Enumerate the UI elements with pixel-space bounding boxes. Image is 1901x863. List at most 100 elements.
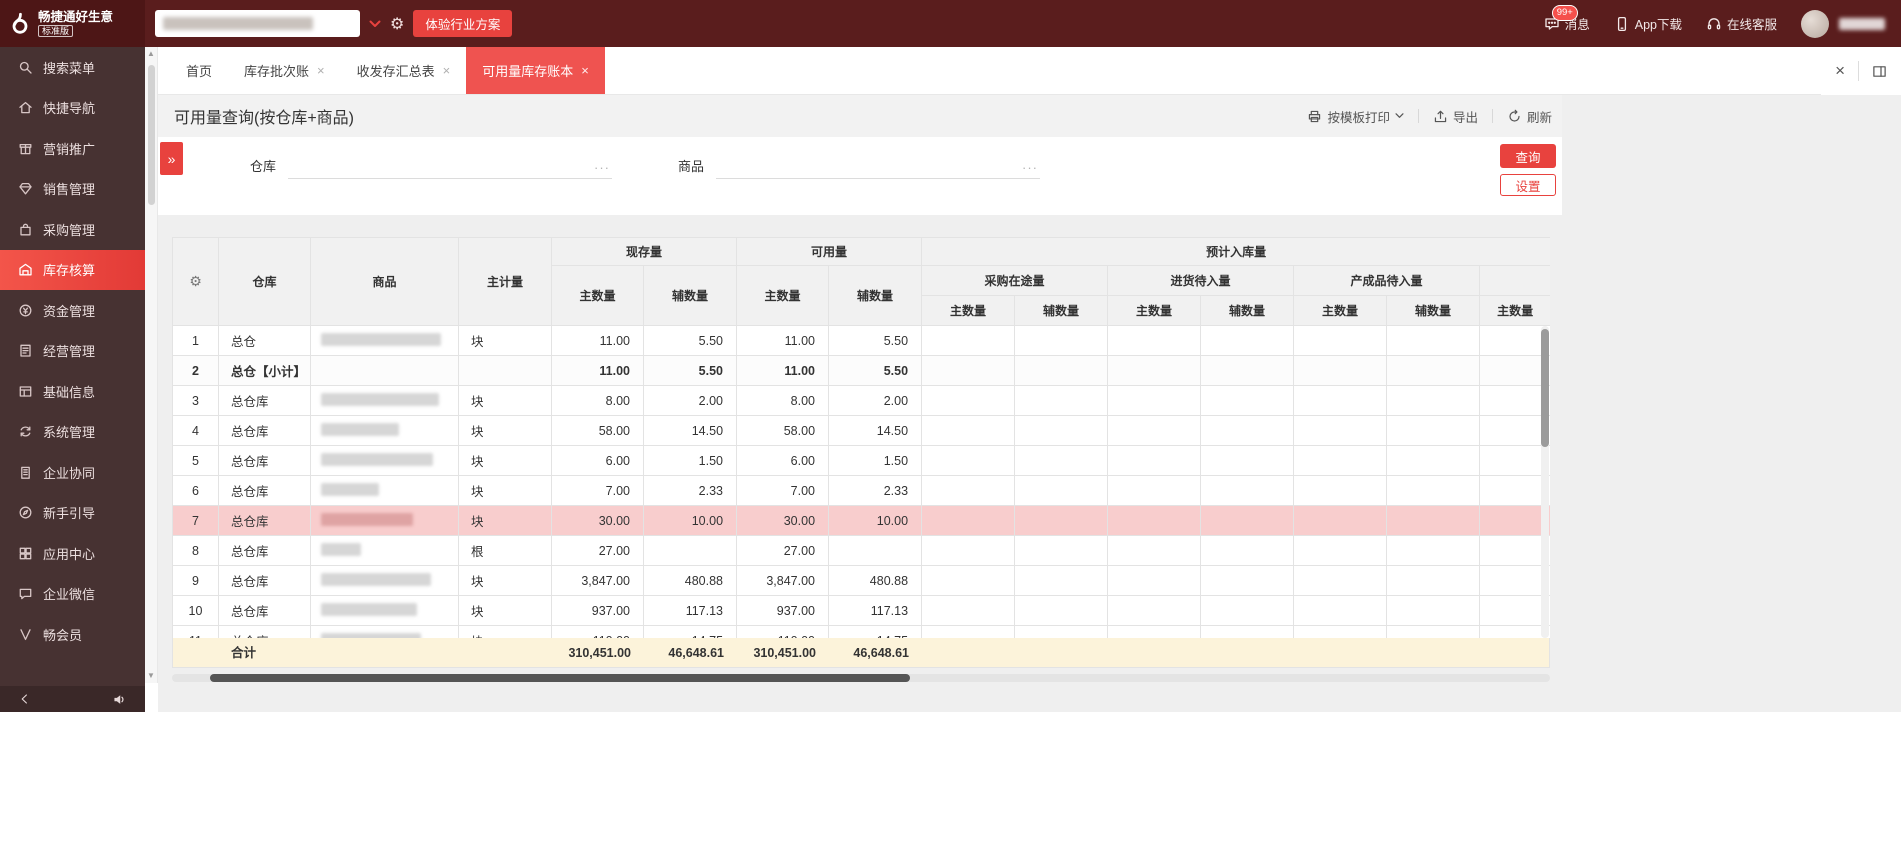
close-tab-icon[interactable]: × [317,63,325,78]
table-cell: 根 [458,535,552,566]
sidebar-item-label: 销售管理 [43,182,96,198]
table-cell: 总仓库 [218,415,311,446]
col-header-stock-aux[interactable]: 辅数量 [642,265,738,326]
sidebar-scrollbar[interactable]: ▲ ▼ [145,47,158,683]
trial-plan-button[interactable]: 体验行业方案 [413,10,513,37]
coin-icon [18,303,33,318]
scroll-down-icon[interactable]: ▼ [147,671,155,680]
col-header-qty-aux[interactable]: 辅数量 [1386,295,1481,326]
table-row[interactable]: 1 总仓块 11.00 5.50 11.00 5.50 [172,325,1550,356]
avatar[interactable] [1801,9,1829,38]
sidebar-item-sales[interactable]: 销售管理 [0,169,145,210]
col-header-qty-main[interactable]: 主数量 [1293,295,1388,326]
sidebar-item-search-menu[interactable]: 搜索菜单 [0,47,145,88]
table-cell: 总仓【小计】 [218,355,311,386]
col-header-qty-aux[interactable]: 辅数量 [1014,295,1109,326]
tab-inventory-batch-ledger[interactable]: 库存批次账 × [228,47,341,94]
sidebar-item-system[interactable]: 系统管理 [0,412,145,453]
query-button[interactable]: 查询 [1500,144,1556,168]
sidebar-item-operations[interactable]: 经营管理 [0,331,145,372]
sidebar-item-base-info[interactable]: 基础信息 [0,371,145,412]
sidebar-item-member[interactable]: 畅会员 [0,614,145,655]
collapse-sidebar-icon[interactable] [18,692,32,706]
product-input-underline: ··· [716,153,1041,179]
expand-filter-button[interactable]: » [160,142,183,175]
column-settings-icon[interactable]: ⚙ [189,273,202,289]
gear-icon[interactable]: ⚙ [390,15,405,33]
table-cell: 8.00 [736,385,830,416]
tab-available-qty-ledger[interactable]: 可用量库存账本 × [466,47,605,94]
col-header-qty-aux[interactable]: 辅数量 [1200,295,1295,326]
col-header-product[interactable]: 商品 [310,237,459,326]
col-header-unit[interactable]: 主计量 [458,237,552,326]
sidebar-item-inventory[interactable]: 库存核算 [0,249,145,290]
table-cell [1293,535,1388,566]
table-row[interactable]: 5 总仓库块 6.00 1.50 6.00 1.50 [172,445,1550,476]
col-header-qty-main[interactable]: 主数量 [1107,295,1202,326]
logo-area[interactable]: 畅捷通好生意 标准版 [0,0,145,47]
sidebar-item-quick-nav[interactable]: 快捷导航 [0,88,145,129]
sidebar-item-app-center[interactable]: 应用中心 [0,533,145,574]
settings-button[interactable]: 设置 [1500,174,1556,196]
close-tab-icon[interactable]: × [442,63,451,78]
speaker-icon[interactable] [112,692,127,707]
tab-home[interactable]: 首页 [170,47,228,94]
horizontal-scrollbar[interactable] [172,674,1550,682]
sidebar-item-funds[interactable]: 资金管理 [0,290,145,331]
col-header-warehouse[interactable]: 仓库 [218,237,311,326]
product-picker-icon[interactable]: ··· [1022,160,1039,175]
refresh-button[interactable]: 刷新 [1507,107,1552,126]
horizontal-scrollbar-thumb[interactable] [210,674,910,682]
refresh-label: 刷新 [1526,110,1552,125]
online-support-button[interactable]: 在线客服 [1706,14,1777,33]
sidebar-item-collaboration[interactable]: 企业协同 [0,452,145,493]
table-cell [1200,595,1295,626]
export-button[interactable]: 导出 [1433,107,1478,126]
table-cell [1107,445,1202,476]
vertical-scrollbar-thumb[interactable] [1541,329,1549,447]
table-cell: 总仓库 [218,595,311,626]
org-select[interactable] [155,10,360,37]
close-icon[interactable]: × [1835,61,1845,80]
app-download-button[interactable]: App下载 [1614,14,1682,33]
redacted-product-name [321,482,379,496]
table-row[interactable]: 7 总仓库块 30.00 10.00 30.00 10.00 [172,505,1550,536]
table-row[interactable]: 3 总仓库块 8.00 2.00 8.00 2.00 [172,385,1550,416]
close-tab-icon[interactable]: × [581,63,589,78]
warehouse-input[interactable] [288,153,579,177]
table-row[interactable]: 2 总仓【小计】 11.00 5.50 11.00 5.50 [172,355,1550,386]
warehouse-picker-icon[interactable]: ··· [594,160,611,175]
sidebar-item-purchase[interactable]: 采购管理 [0,209,145,250]
table-cell [921,565,1016,596]
apps-grid-icon [18,546,33,561]
table-cell [921,325,1016,356]
print-by-template-button[interactable]: 按模板打印 [1307,107,1404,126]
sidebar-item-label: 库存核算 [43,263,96,279]
table-cell [1386,565,1481,596]
table-row[interactable]: 4 总仓库块 58.00 14.50 58.00 14.50 [172,415,1550,446]
table-row[interactable]: 9 总仓库块 3,847.00 480.88 3,847.00 480.88 [172,565,1550,596]
col-header-qty-main[interactable]: 主数量 [921,295,1016,326]
scroll-up-icon[interactable]: ▲ [147,49,155,58]
sidebar-item-wecom[interactable]: 企业微信 [0,574,145,615]
tab-in-out-summary[interactable]: 收发存汇总表 × [341,47,467,94]
vertical-scrollbar[interactable] [1541,326,1549,638]
sidebar-item-marketing[interactable]: 营销推广 [0,128,145,169]
tab-panel-icon[interactable] [1872,64,1887,79]
col-header-stock-main[interactable]: 主数量 [551,265,644,326]
chevron-down-icon[interactable] [369,20,381,28]
scrollbar-thumb[interactable] [147,65,155,205]
sidebar-item-beginner-guide[interactable]: 新手引导 [0,493,145,534]
col-header-available-main[interactable]: 主数量 [736,265,830,326]
col-header-qty-main-clipped[interactable]: 主数量 [1479,295,1550,326]
product-input[interactable] [716,153,1007,177]
table-cell: 总仓 [218,325,311,356]
table-cell: 117.13 [642,595,738,626]
table-row[interactable]: 6 总仓库块 7.00 2.33 7.00 2.33 [172,475,1550,506]
table-row[interactable]: 8 总仓库根 27.00 27.00 [172,535,1550,566]
redacted-product-name [321,542,361,556]
col-header-available-aux[interactable]: 辅数量 [828,265,923,326]
table-row[interactable]: 10 总仓库块 937.00 117.13 937.00 117.13 [172,595,1550,626]
messages-button[interactable]: 消息 99+ [1544,5,1590,33]
